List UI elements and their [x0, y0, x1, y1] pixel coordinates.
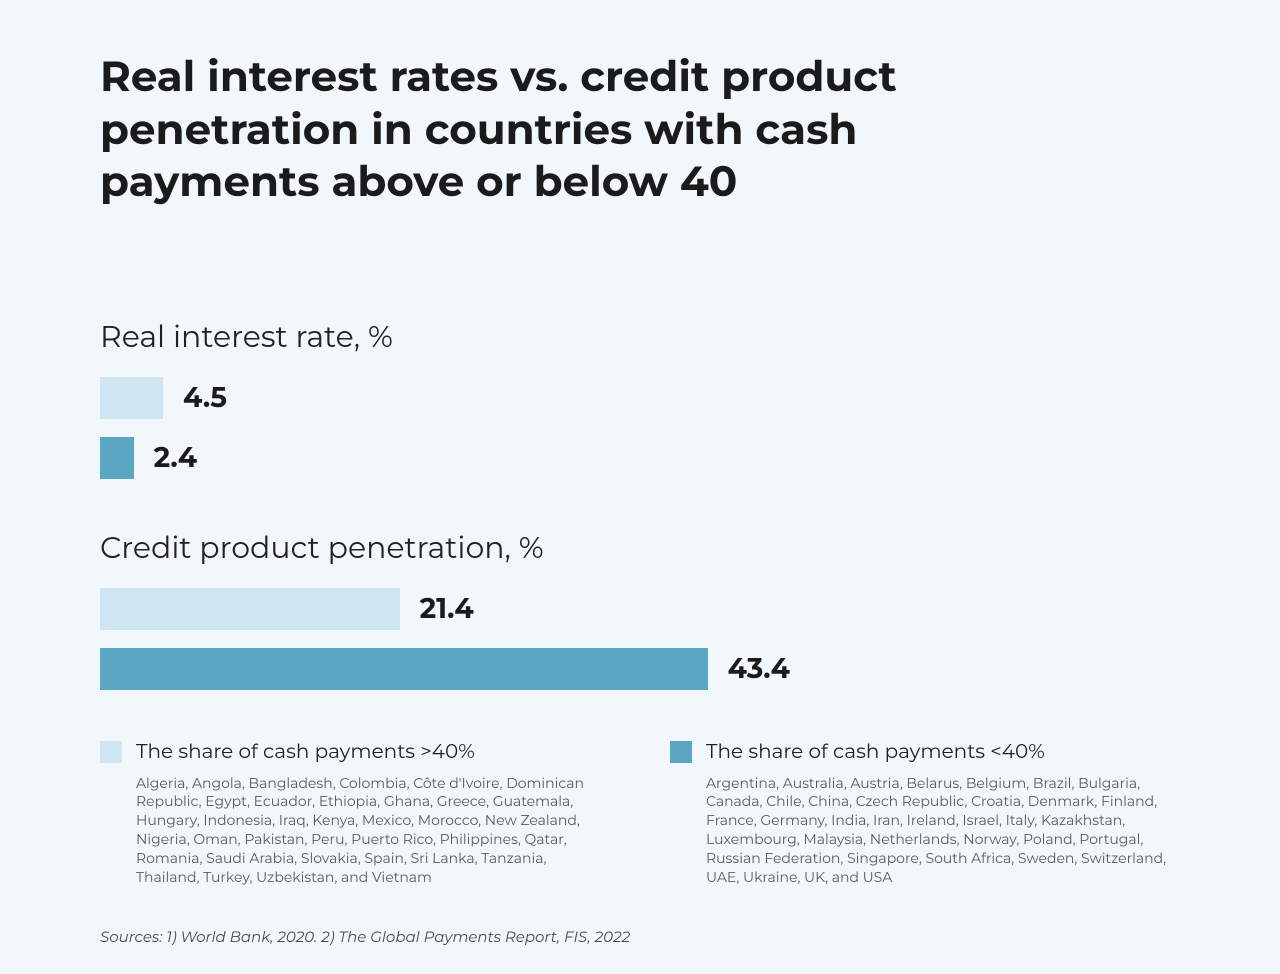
- bar: [100, 377, 163, 419]
- legend-title: The share of cash payments <40%: [706, 740, 1045, 764]
- legend-head: The share of cash payments >40%: [100, 740, 610, 764]
- section-label: Credit product penetration, %: [100, 529, 1180, 566]
- legend-title: The share of cash payments >40%: [136, 740, 475, 764]
- bar-row: 2.4: [100, 437, 1180, 479]
- legend-column: The share of cash payments >40% Algeria, …: [100, 740, 610, 887]
- page-title: Real interest rates vs. credit product p…: [100, 50, 1000, 208]
- bar-value-label: 21.4: [420, 592, 474, 626]
- bar-value-label: 43.4: [728, 652, 790, 686]
- section-label: Real interest rate, %: [100, 318, 1180, 355]
- bar-section: Credit product penetration, % 21.4 43.4: [100, 529, 1180, 690]
- legend-head: The share of cash payments <40%: [670, 740, 1180, 764]
- legend: The share of cash payments >40% Algeria, …: [100, 740, 1180, 887]
- bar-value-label: 4.5: [183, 381, 227, 415]
- legend-column: The share of cash payments <40% Argentina…: [670, 740, 1180, 887]
- bar-chart: Real interest rate, % 4.5 2.4 Credit produc…: [100, 318, 1180, 690]
- bar-row: 43.4: [100, 648, 1180, 690]
- sources-text: Sources: 1) World Bank, 2020. 2) The Glo…: [100, 927, 1180, 946]
- bar-row: 4.5: [100, 377, 1180, 419]
- bar-section: Real interest rate, % 4.5 2.4: [100, 318, 1180, 479]
- legend-swatch: [100, 741, 122, 763]
- legend-countries: Argentina, Australia, Austria, Belarus, …: [670, 774, 1180, 887]
- legend-countries: Algeria, Angola, Bangladesh, Colombia, C…: [100, 774, 610, 887]
- legend-swatch: [670, 741, 692, 763]
- bar-value-label: 2.4: [154, 441, 197, 475]
- bar: [100, 648, 708, 690]
- bar: [100, 437, 134, 479]
- bar: [100, 588, 400, 630]
- bar-row: 21.4: [100, 588, 1180, 630]
